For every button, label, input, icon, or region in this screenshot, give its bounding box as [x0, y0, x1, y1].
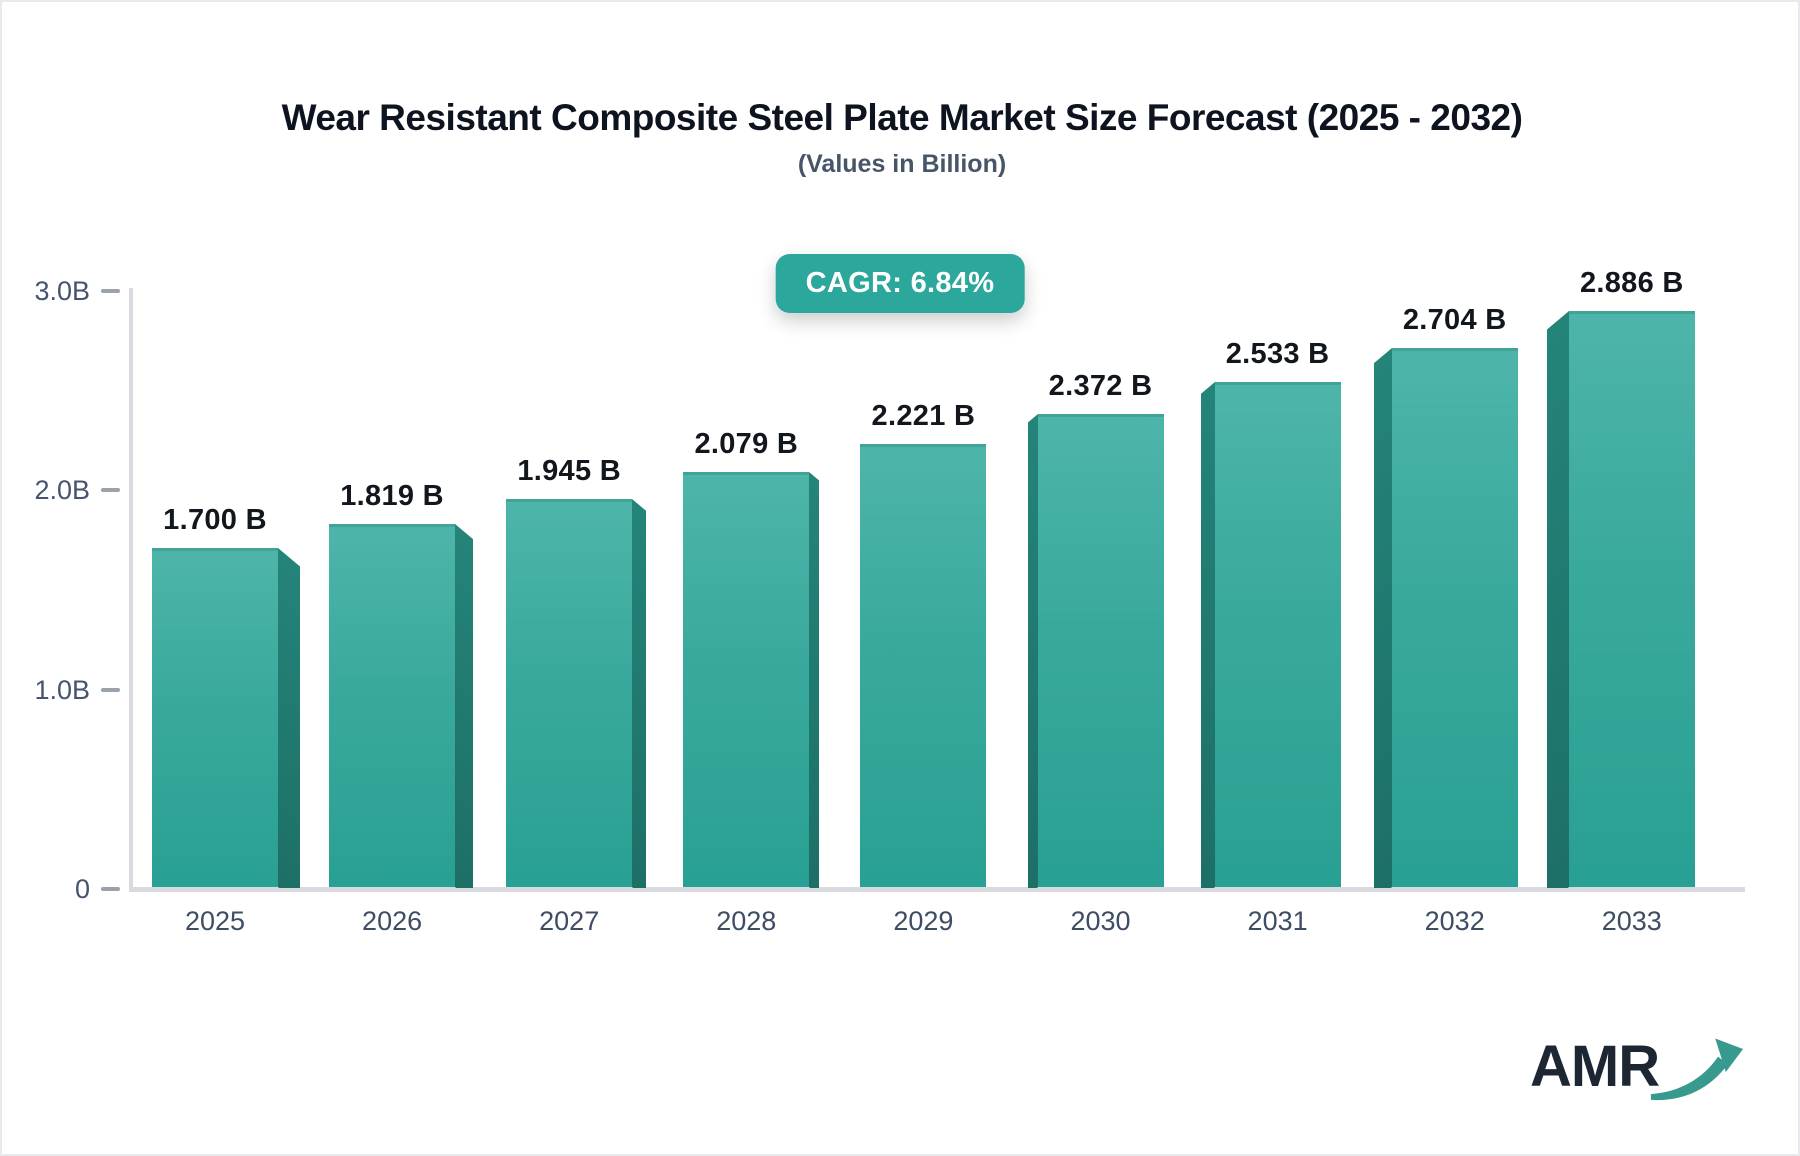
trend-up-arrow-icon [1651, 1038, 1744, 1101]
bar-side-2033 [1546, 311, 1569, 888]
bar-value-label: 2.704 B [1402, 303, 1507, 336]
bar-side-2025 [278, 547, 300, 888]
x-axis-label-2028: 2028 [716, 906, 777, 936]
amr-logo: AMR [1530, 1032, 1745, 1112]
y-axis-tick [101, 488, 120, 492]
bar-2027 [506, 498, 633, 887]
y-axis-label: 2.0B [34, 475, 90, 505]
bar-value-label: 2.886 B [1579, 267, 1684, 300]
bar-2031 [1214, 381, 1341, 887]
chart-subtitle: (Values in Billion) [797, 150, 1007, 178]
x-axis-label-2025: 2025 [184, 906, 246, 936]
y-axis-tick [101, 687, 120, 692]
bar-side-2030 [1027, 413, 1038, 888]
bar-2026 [329, 524, 456, 887]
bar-value-label: 2.221 B [871, 399, 976, 432]
y-axis-tick [101, 887, 120, 891]
bars-area: 1.700 B 1.819 B 1.945 B 2.079 B 2.221 B 2.372… [2, 2, 1798, 888]
y-axis-label: 0 [74, 874, 90, 904]
bar-value-label: 2.372 B [1048, 369, 1153, 402]
bar-value-label: 2.533 B [1225, 337, 1330, 370]
y-axis-label: 3.0B [34, 275, 90, 306]
bar-side-2028 [809, 472, 820, 888]
bar-2030 [1037, 413, 1164, 887]
bar-value-label: 1.945 B [517, 454, 622, 487]
bar-2025 [152, 547, 278, 887]
x-axis-label-2027: 2027 [539, 906, 600, 936]
bar-value-label: 1.819 B [340, 480, 444, 513]
bar-2033 [1568, 311, 1695, 887]
bar-side-2026 [455, 524, 474, 888]
bar-side-2032 [1373, 347, 1392, 888]
bar-2032 [1391, 347, 1518, 887]
bar-value-label: 2.079 B [694, 428, 799, 461]
x-axis-line [129, 887, 1745, 892]
x-axis-label-2032: 2032 [1424, 906, 1485, 936]
x-axis-label-2029: 2029 [893, 906, 954, 936]
bar-2028 [683, 472, 810, 887]
bar-side-2031 [1200, 381, 1215, 888]
amr-logo-text: AMR [1530, 1034, 1660, 1099]
bar-side-2027 [632, 498, 647, 888]
y-axis-label: 1.0B [34, 674, 90, 705]
y-axis-tick [101, 288, 120, 293]
x-axis-label-2031: 2031 [1247, 906, 1308, 936]
x-axis-label-2026: 2026 [362, 906, 423, 936]
bar-2029 [860, 443, 987, 887]
cagr-badge: CAGR: 6.84% [775, 254, 1025, 313]
bar-value-label: 1.700 B [163, 503, 267, 536]
x-axis-label-2030: 2030 [1070, 906, 1131, 936]
x-axis-label-2033: 2033 [1601, 906, 1662, 936]
y-axis-line [129, 288, 133, 891]
chart-title: Wear Resistant Composite Steel Plate Mar… [281, 97, 1523, 138]
